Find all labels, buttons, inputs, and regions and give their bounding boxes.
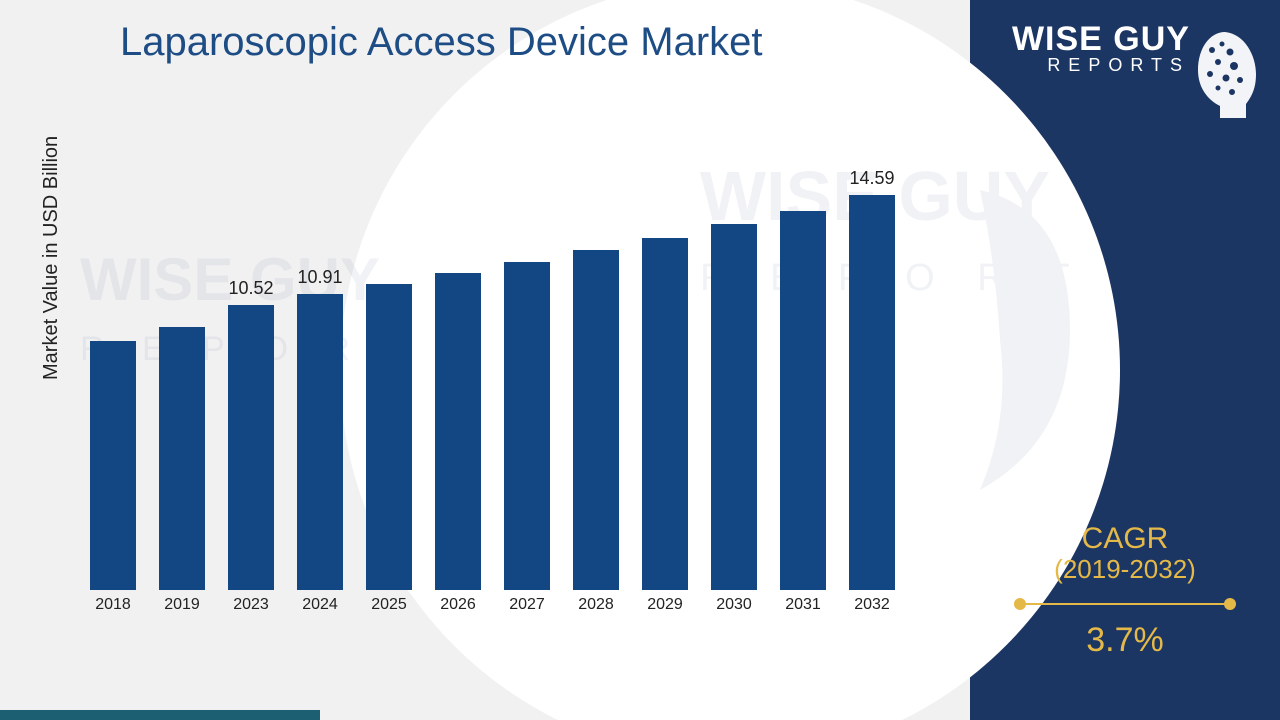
cagr-title: CAGR (1000, 522, 1250, 556)
bar-2019: 2019 (159, 327, 205, 590)
cagr-divider-line (1020, 603, 1230, 605)
brand-head-icon (1190, 30, 1260, 120)
x-tick-label: 2028 (573, 596, 619, 614)
bar-2030: 2030 (711, 224, 757, 590)
bar-2018: 2018 (90, 341, 136, 590)
bar-2032: 203214.59 (849, 195, 895, 590)
x-tick-label: 2019 (159, 596, 205, 614)
bottom-accent-bar (0, 710, 320, 720)
bar-2028: 2028 (573, 250, 619, 590)
bar-value-label: 10.52 (219, 278, 283, 299)
cagr-value: 3.7% (1000, 621, 1250, 660)
bars-container: 2018 2019 202310.52 202410.91 2025 2026 2027 20… (90, 170, 910, 590)
x-tick-label: 2025 (366, 596, 412, 614)
x-tick-label: 2031 (780, 596, 826, 614)
chart-title: Laparoscopic Access Device Market (120, 20, 763, 65)
bar-2023: 202310.52 (228, 305, 274, 590)
y-axis-label: Market Value in USD Billion (40, 136, 63, 380)
bar-2026: 2026 (435, 273, 481, 590)
infographic-root: WISE GUY R E P O R T S WISE GUY R E P O … (0, 0, 1280, 720)
bar-2025: 2025 (366, 284, 412, 590)
x-tick-label: 2030 (711, 596, 757, 614)
bar-2024: 202410.91 (297, 294, 343, 590)
cagr-years: (2019-2032) (1000, 554, 1250, 585)
x-tick-label: 2027 (504, 596, 550, 614)
bar-2031: 2031 (780, 211, 826, 590)
x-tick-label: 2029 (642, 596, 688, 614)
x-tick-label: 2026 (435, 596, 481, 614)
bar-2027: 2027 (504, 262, 550, 590)
brand-top-text: WISE GUY (1012, 20, 1190, 59)
bar-2029: 2029 (642, 238, 688, 590)
brand-logo: WISE GUY REPORTS (970, 20, 1260, 76)
x-tick-label: 2032 (849, 596, 895, 614)
x-tick-label: 2024 (297, 596, 343, 614)
x-tick-label: 2018 (90, 596, 136, 614)
cagr-block: CAGR (2019-2032) 3.7% (1000, 522, 1250, 660)
bar-value-label: 14.59 (840, 168, 904, 189)
bar-chart: 2018 2019 202310.52 202410.91 2025 2026 2027 20… (90, 170, 910, 590)
x-tick-label: 2023 (228, 596, 274, 614)
bar-value-label: 10.91 (288, 267, 352, 288)
